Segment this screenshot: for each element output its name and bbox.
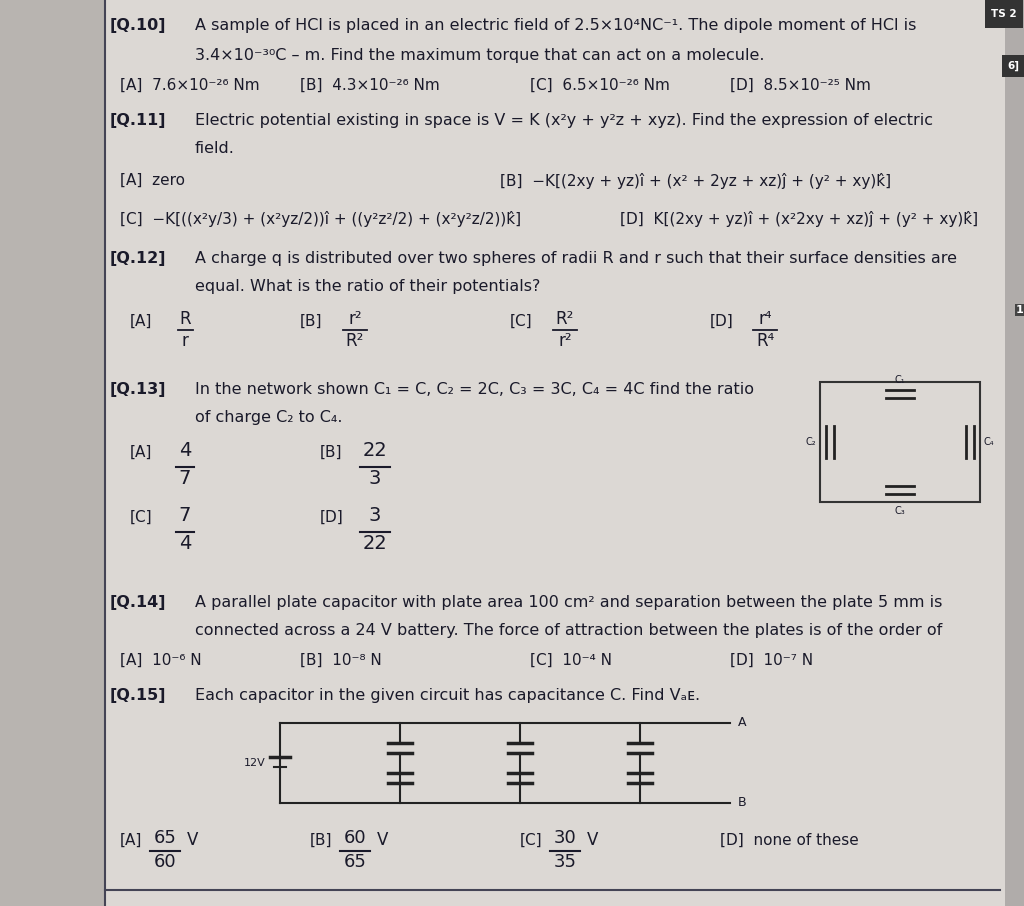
Text: V: V [587, 831, 598, 849]
Text: In the network shown C₁ = C, C₂ = 2C, C₃ = 3C, C₄ = 4C find the ratio: In the network shown C₁ = C, C₂ = 2C, C₃… [195, 382, 754, 397]
Text: r⁴: r⁴ [758, 310, 772, 328]
Text: r²: r² [348, 310, 361, 328]
Text: 6]: 6] [1007, 61, 1019, 72]
Bar [0, 0, 105, 906]
Text: A: A [738, 717, 746, 729]
Text: [A]: [A] [130, 314, 153, 329]
Text: R⁴: R⁴ [756, 332, 774, 350]
Text: 12V: 12V [245, 758, 266, 768]
Text: [B]: [B] [319, 445, 342, 460]
Text: [D]: [D] [319, 510, 344, 525]
Text: 3: 3 [369, 469, 381, 488]
Text: 3: 3 [369, 506, 381, 525]
Text: 4: 4 [179, 441, 191, 460]
Text: [B]: [B] [300, 314, 323, 329]
Text: [C]: [C] [520, 833, 543, 848]
Text: 35: 35 [554, 853, 577, 871]
Text: field.: field. [195, 141, 234, 156]
Text: [A]  zero: [A] zero [120, 173, 185, 188]
Text: [C]: [C] [130, 510, 153, 525]
Text: [D]: [D] [710, 314, 734, 329]
Text: [Q.13]: [Q.13] [110, 382, 167, 397]
Text: [Q.12]: [Q.12] [110, 251, 167, 266]
Text: R²: R² [346, 332, 365, 350]
Text: 22: 22 [362, 441, 387, 460]
Text: r²: r² [558, 332, 571, 350]
Text: Each capacitor in the given circuit has capacitance C. Find Vₐᴇ.: Each capacitor in the given circuit has … [195, 688, 700, 703]
Text: r: r [181, 332, 188, 350]
Text: 7: 7 [179, 506, 191, 525]
Text: [D]  none of these: [D] none of these [720, 833, 859, 848]
Text: [C]: [C] [510, 314, 532, 329]
Text: A sample of HCl is placed in an electric field of 2.5×10⁴NC⁻¹. The dipole moment: A sample of HCl is placed in an electric… [195, 18, 916, 33]
Text: 7: 7 [179, 469, 191, 488]
Bar [820, 382, 980, 502]
Text: [D]  8.5×10⁻²⁵ Nm: [D] 8.5×10⁻²⁵ Nm [730, 78, 870, 93]
Text: B: B [738, 796, 746, 809]
Text: 22: 22 [362, 534, 387, 553]
Text: 65: 65 [154, 829, 176, 847]
Text: 30: 30 [554, 829, 577, 847]
Text: [A]: [A] [130, 445, 153, 460]
Text: [B]  10⁻⁸ N: [B] 10⁻⁸ N [300, 653, 382, 668]
Text: A parallel plate capacitor with plate area 100 cm² and separation between the pl: A parallel plate capacitor with plate ar… [195, 595, 942, 610]
Text: V: V [377, 831, 388, 849]
Text: 65: 65 [344, 853, 367, 871]
Text: [C]  10⁻⁴ N: [C] 10⁻⁴ N [530, 653, 612, 668]
Text: [A]  7.6×10⁻²⁶ Nm: [A] 7.6×10⁻²⁶ Nm [120, 78, 260, 93]
Text: 1: 1 [1016, 305, 1024, 315]
Text: C₃: C₃ [895, 506, 905, 516]
Text: [Q.14]: [Q.14] [110, 595, 167, 610]
Text: connected across a 24 V battery. The force of attraction between the plates is o: connected across a 24 V battery. The for… [195, 623, 942, 638]
Text: Electric potential existing in space is V = K (x²y + y²z + xyz). Find the expres: Electric potential existing in space is … [195, 113, 933, 128]
Text: R: R [179, 310, 190, 328]
Text: V: V [187, 831, 199, 849]
Text: 4: 4 [179, 534, 191, 553]
Text: [Q.11]: [Q.11] [110, 113, 167, 128]
Bar [1005, 0, 1024, 906]
Text: C₂: C₂ [805, 437, 816, 447]
Text: R²: R² [556, 310, 574, 328]
Text: C₁: C₁ [895, 375, 905, 385]
Text: [B]: [B] [310, 833, 333, 848]
Bar [985, 0, 1023, 28]
Text: [A]  10⁻⁶ N: [A] 10⁻⁶ N [120, 653, 202, 668]
Text: equal. What is the ratio of their potentials?: equal. What is the ratio of their potent… [195, 279, 541, 294]
Text: 60: 60 [154, 853, 176, 871]
Text: [D]  10⁻⁷ N: [D] 10⁻⁷ N [730, 653, 813, 668]
Text: C₄: C₄ [984, 437, 994, 447]
Text: [C]  −K[((x²y/3) + (x²yz/2))î + ((y²z²/2) + (x²y²z/2))k̂]: [C] −K[((x²y/3) + (x²yz/2))î + ((y²z²/2)… [120, 211, 521, 227]
Text: [Q.15]: [Q.15] [110, 688, 167, 703]
Bar [105, 0, 1005, 906]
Text: [Q.10]: [Q.10] [110, 18, 167, 33]
Text: [B]  4.3×10⁻²⁶ Nm: [B] 4.3×10⁻²⁶ Nm [300, 78, 439, 93]
Text: A charge q is distributed over two spheres of radii R and r such that their surf: A charge q is distributed over two spher… [195, 251, 957, 266]
Text: [A]: [A] [120, 833, 142, 848]
Bar [1002, 55, 1024, 77]
Text: [C]  6.5×10⁻²⁶ Nm: [C] 6.5×10⁻²⁶ Nm [530, 78, 670, 93]
Text: TS 2: TS 2 [991, 9, 1017, 19]
Text: 3.4×10⁻³⁰C – m. Find the maximum torque that can act on a molecule.: 3.4×10⁻³⁰C – m. Find the maximum torque … [195, 48, 765, 63]
Text: [D]  K[(2xy + yz)î + (x²2xy + xz)ĵ + (y² + xy)k̂]: [D] K[(2xy + yz)î + (x²2xy + xz)ĵ + (y² … [620, 211, 978, 227]
Text: of charge C₂ to C₄.: of charge C₂ to C₄. [195, 410, 342, 425]
Text: [B]  −K[(2xy + yz)î + (x² + 2yz + xz)ĵ + (y² + xy)k̂]: [B] −K[(2xy + yz)î + (x² + 2yz + xz)ĵ + … [500, 173, 891, 189]
Text: 60: 60 [344, 829, 367, 847]
